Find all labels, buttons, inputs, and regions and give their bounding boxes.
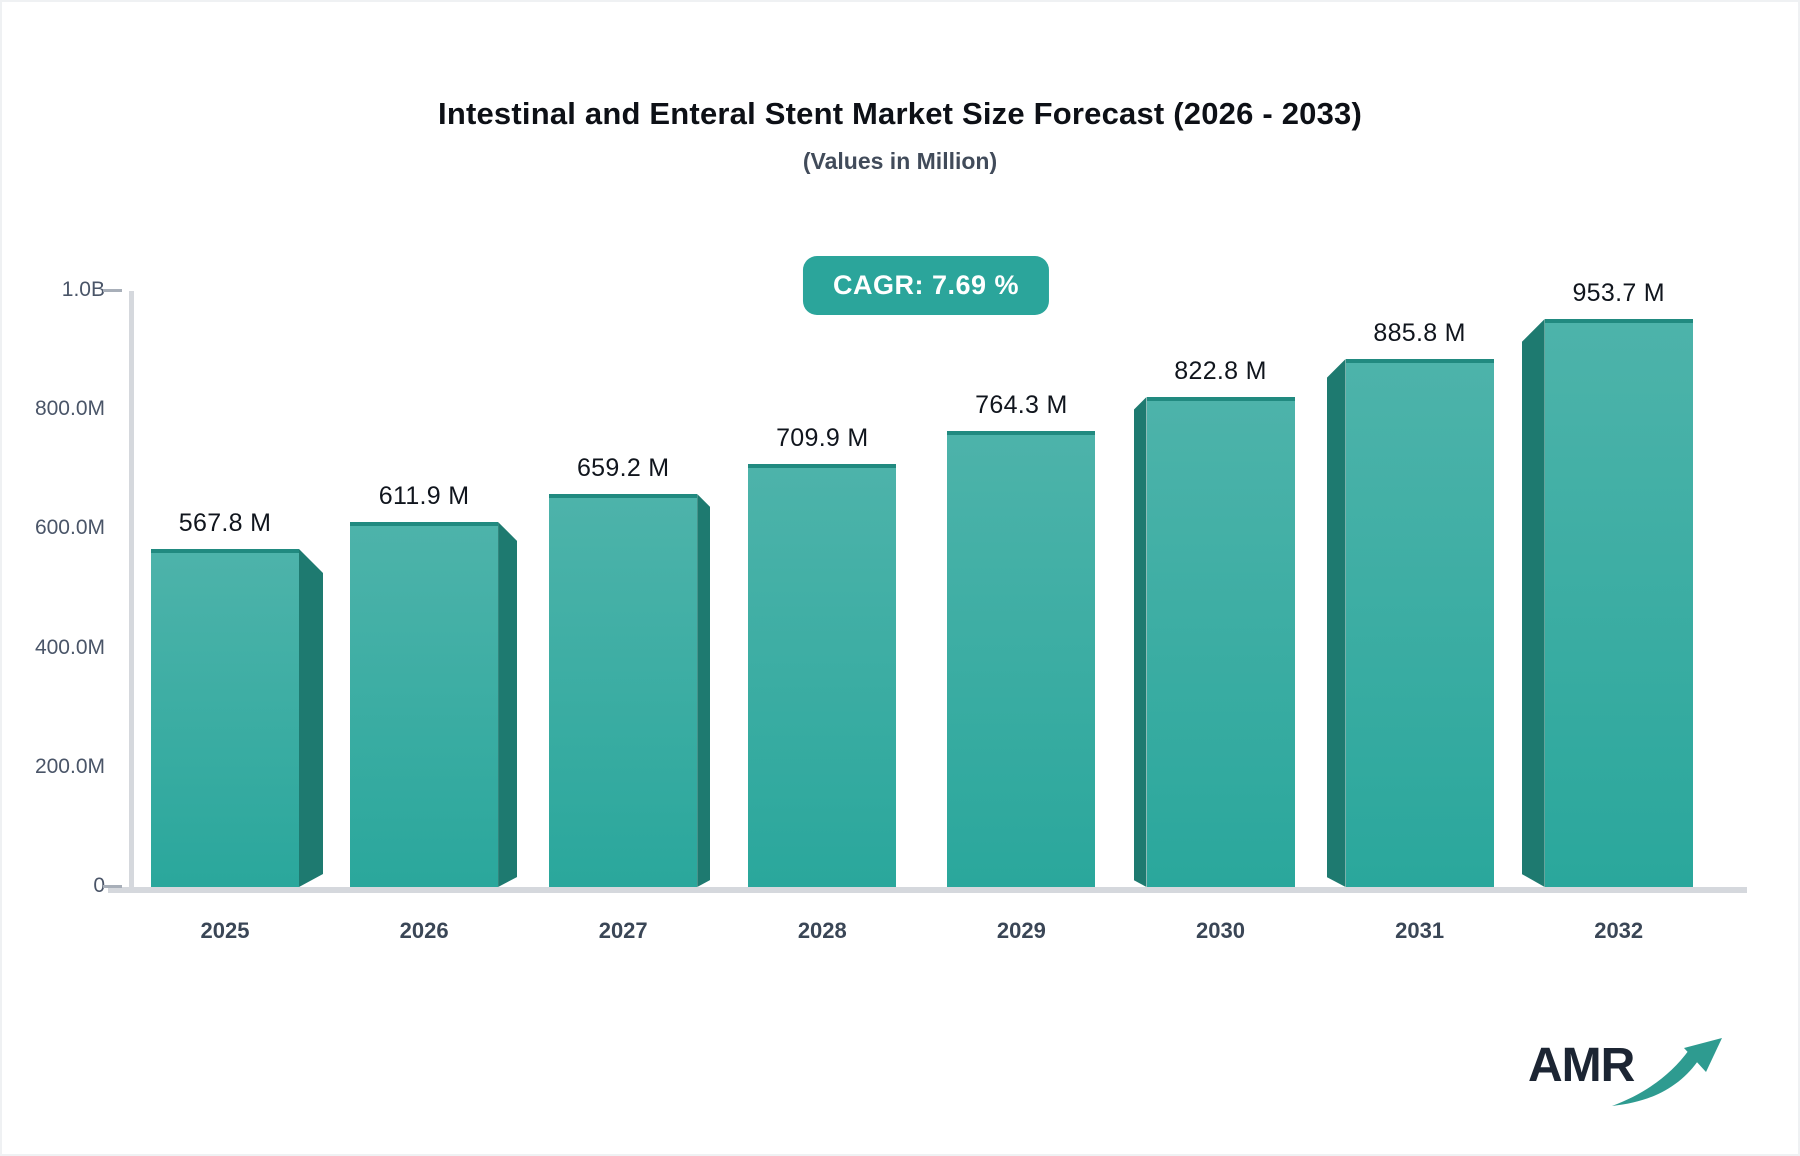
cagr-badge: CAGR: 7.69 % bbox=[802, 256, 1050, 315]
chart-subtitle: (Values in Million) bbox=[802, 148, 998, 174]
amr-logo: AMR bbox=[1528, 1030, 1748, 1120]
bar-value-label: 567.8 M bbox=[178, 509, 272, 537]
x-tick-label: 2025 bbox=[200, 918, 250, 943]
y-axis-line bbox=[129, 291, 134, 893]
bar-value-label: 659.2 M bbox=[576, 454, 670, 482]
y-tick-label: 600.0M bbox=[34, 516, 105, 540]
x-tick-label: 2031 bbox=[1395, 918, 1445, 943]
x-tick-label: 2027 bbox=[598, 918, 648, 943]
bar-value-label: 709.9 M bbox=[776, 424, 869, 452]
cagr-badge-label: CAGR: 7.69 % bbox=[832, 270, 1020, 300]
bar-side-3d bbox=[1133, 397, 1147, 887]
y-tick-dash bbox=[103, 289, 122, 292]
y-tick-label: 400.0M bbox=[34, 635, 105, 659]
bar-value-label: 764.3 M bbox=[975, 391, 1068, 419]
bar-value-label: 611.9 M bbox=[378, 482, 470, 510]
bar-side-3d bbox=[1326, 359, 1346, 887]
x-tick-label: 2028 bbox=[797, 918, 847, 943]
x-tick-label: 2030 bbox=[1196, 918, 1245, 943]
bar-side-3d bbox=[299, 549, 323, 887]
bar-face-2030 bbox=[1146, 397, 1295, 887]
y-tick-label: 800.0M bbox=[34, 397, 105, 421]
x-tick-label: 2026 bbox=[399, 918, 449, 943]
bar-value-label: 953.7 M bbox=[1572, 279, 1665, 307]
y-tick-label: 0 bbox=[93, 874, 105, 897]
bar-face-2027 bbox=[549, 494, 698, 887]
bar-face-2028 bbox=[748, 464, 897, 887]
amr-logo-text: AMR bbox=[1528, 1039, 1635, 1092]
bar-face-2032 bbox=[1544, 319, 1693, 887]
y-tick-label: 200.0M bbox=[34, 754, 105, 778]
bar-side-3d bbox=[498, 522, 518, 887]
bar-value-label: 885.8 M bbox=[1373, 319, 1466, 347]
bar-face-2029 bbox=[947, 431, 1096, 887]
bar-face-2025 bbox=[151, 549, 299, 887]
x-tick-label: 2032 bbox=[1594, 918, 1644, 943]
bar-side-3d bbox=[697, 494, 711, 887]
growth-arrow-icon bbox=[1612, 1038, 1722, 1106]
y-tick-dash bbox=[103, 885, 122, 888]
bar-face-2031 bbox=[1345, 359, 1494, 887]
y-tick-label: 1.0B bbox=[61, 278, 105, 301]
bar-value-label: 822.8 M bbox=[1174, 357, 1267, 385]
bar-face-2026 bbox=[350, 522, 499, 887]
chart-title: Intestinal and Enteral Stent Market Size… bbox=[438, 96, 1362, 131]
x-tick-label: 2029 bbox=[996, 918, 1046, 943]
x-axis-line bbox=[108, 887, 1747, 893]
bar-side-3d bbox=[1521, 319, 1545, 887]
